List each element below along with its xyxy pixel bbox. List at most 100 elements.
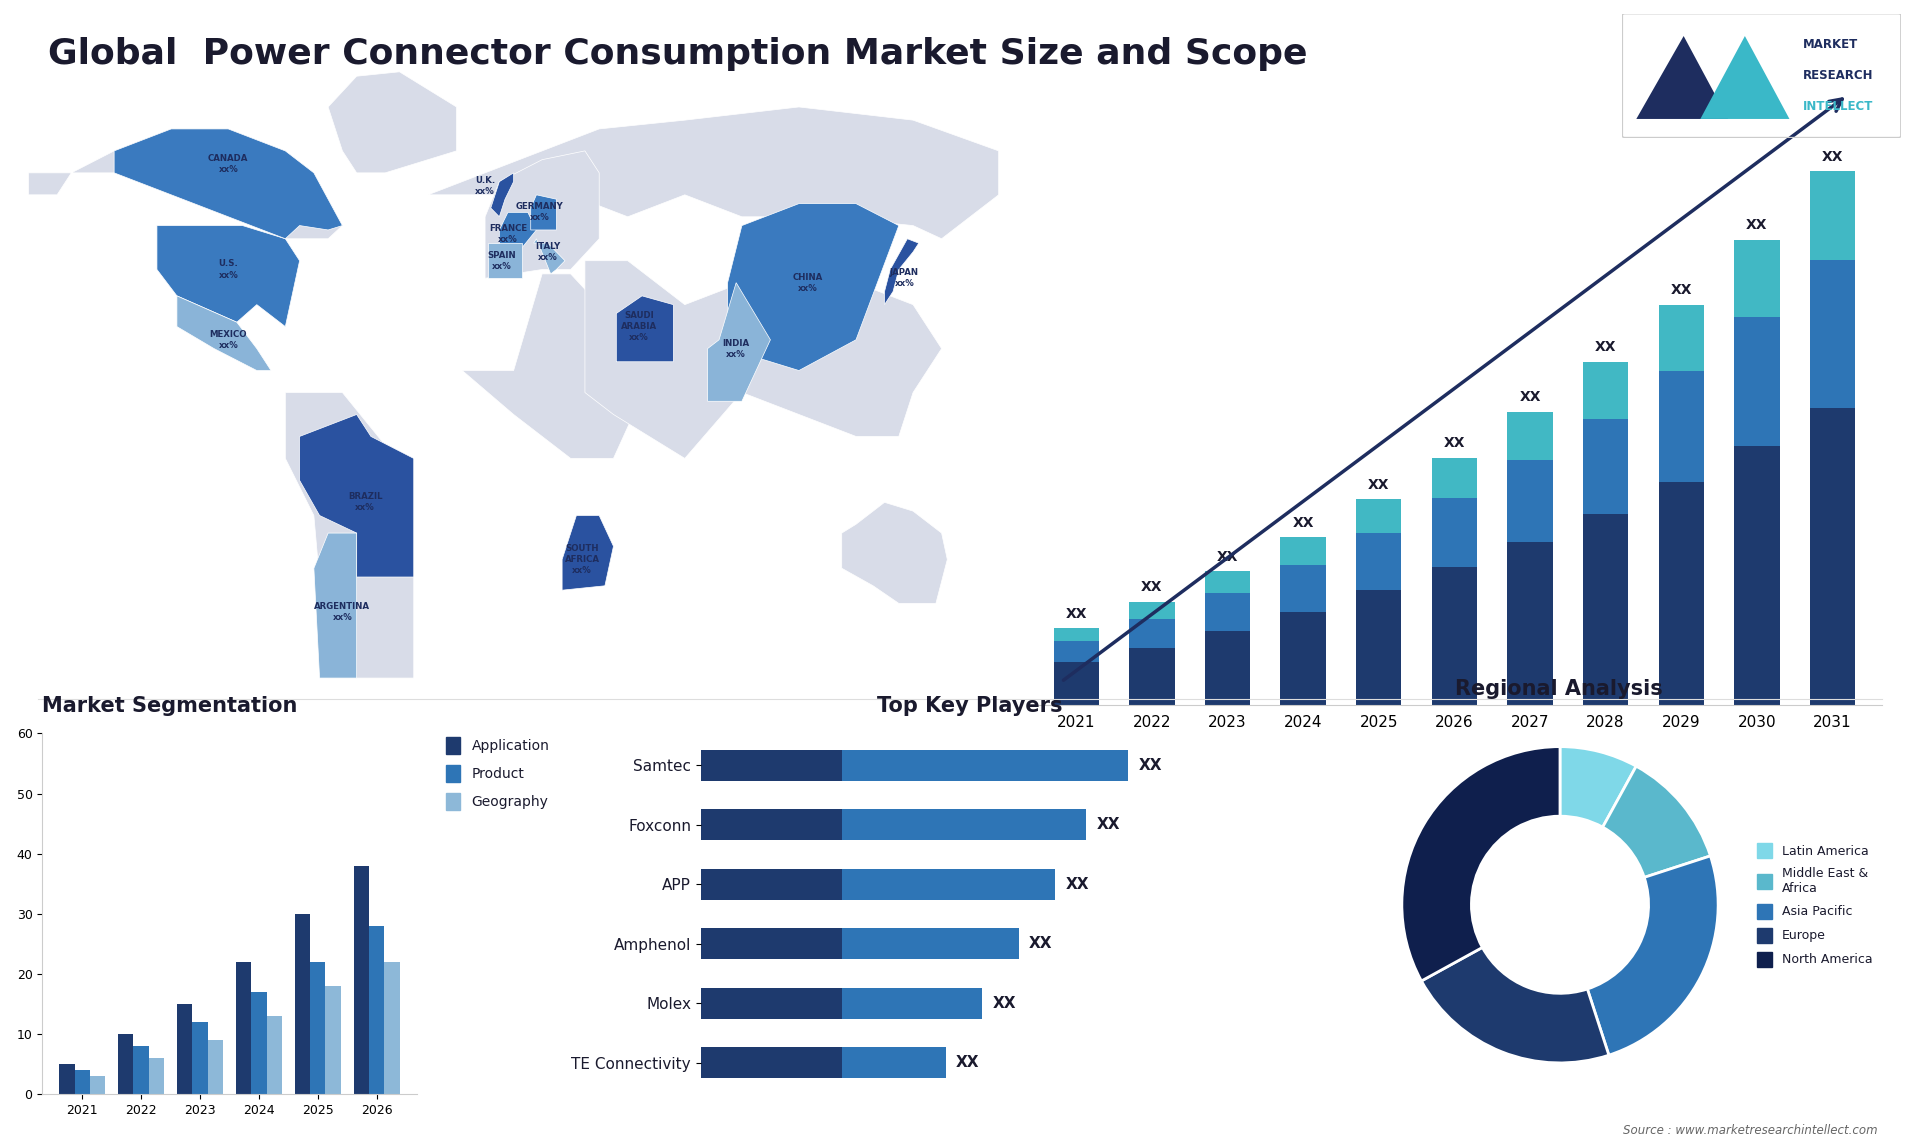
Bar: [701, 749, 1129, 780]
Bar: [1356, 500, 1402, 533]
Bar: [701, 1047, 841, 1078]
Bar: [701, 809, 1087, 840]
Bar: [1811, 259, 1855, 408]
Legend: Latin America, Middle East &
Africa, Asia Pacific, Europe, North America: Latin America, Middle East & Africa, Asi…: [1753, 838, 1878, 972]
Polygon shape: [841, 502, 947, 603]
Bar: [1734, 240, 1780, 316]
Bar: [701, 1047, 947, 1078]
Text: FRANCE
xx%: FRANCE xx%: [490, 225, 526, 244]
Polygon shape: [428, 107, 998, 238]
Text: INDIA
xx%: INDIA xx%: [722, 338, 749, 359]
Polygon shape: [616, 296, 674, 362]
Text: XX: XX: [1217, 550, 1238, 564]
Text: Source : www.marketresearchintellect.com: Source : www.marketresearchintellect.com: [1622, 1124, 1878, 1137]
Bar: [1356, 590, 1402, 705]
Text: XX: XX: [1670, 283, 1692, 297]
Text: XX: XX: [1066, 877, 1089, 892]
Bar: [60, 1065, 75, 1094]
Text: Global  Power Connector Consumption Market Size and Scope: Global Power Connector Consumption Marke…: [48, 37, 1308, 71]
Text: ITALY
xx%: ITALY xx%: [536, 242, 561, 262]
Text: Top Key Players: Top Key Players: [877, 697, 1062, 716]
Bar: [1432, 457, 1476, 499]
Bar: [177, 1004, 192, 1094]
Text: CANADA
xx%: CANADA xx%: [207, 154, 248, 174]
Bar: [75, 1070, 90, 1094]
Bar: [1582, 362, 1628, 418]
Polygon shape: [328, 72, 457, 173]
Polygon shape: [499, 212, 536, 248]
Bar: [90, 1076, 106, 1094]
Bar: [701, 749, 841, 780]
Text: XX: XX: [1139, 758, 1162, 772]
Bar: [324, 986, 340, 1094]
Text: GERMANY
xx%: GERMANY xx%: [515, 203, 563, 222]
Bar: [1129, 647, 1175, 705]
Legend: Application, Product, Geography: Application, Product, Geography: [442, 733, 553, 815]
Bar: [353, 866, 369, 1094]
Bar: [1356, 533, 1402, 590]
Polygon shape: [313, 533, 357, 678]
Text: XX: XX: [1745, 219, 1768, 233]
Bar: [701, 869, 841, 900]
Text: MEXICO
xx%: MEXICO xx%: [209, 330, 248, 350]
Bar: [701, 809, 841, 840]
Bar: [1054, 641, 1098, 662]
Bar: [207, 1041, 223, 1094]
Text: XX: XX: [1292, 516, 1313, 529]
Bar: [1507, 542, 1553, 705]
Polygon shape: [157, 226, 300, 327]
Bar: [369, 926, 384, 1094]
Bar: [1432, 499, 1476, 567]
Text: XX: XX: [1519, 390, 1540, 405]
Bar: [1734, 446, 1780, 705]
Text: SAUDI
ARABIA
xx%: SAUDI ARABIA xx%: [620, 311, 657, 343]
Wedge shape: [1603, 767, 1711, 878]
Wedge shape: [1588, 856, 1718, 1055]
Polygon shape: [300, 415, 413, 576]
Polygon shape: [1701, 36, 1789, 119]
Text: XX: XX: [1596, 340, 1617, 354]
Bar: [1811, 172, 1855, 259]
Bar: [311, 963, 324, 1094]
Wedge shape: [1559, 747, 1636, 827]
Bar: [1582, 513, 1628, 705]
Bar: [134, 1046, 148, 1094]
Polygon shape: [463, 274, 657, 458]
Bar: [1432, 567, 1476, 705]
Wedge shape: [1421, 948, 1609, 1062]
Bar: [1659, 371, 1703, 482]
Bar: [1659, 482, 1703, 705]
Text: RESEARCH: RESEARCH: [1803, 69, 1874, 83]
Bar: [701, 988, 983, 1019]
Text: XX: XX: [1369, 478, 1390, 492]
Polygon shape: [492, 173, 515, 217]
Polygon shape: [286, 392, 413, 678]
Text: CHINA
xx%: CHINA xx%: [793, 273, 822, 292]
Text: JAPAN
xx%: JAPAN xx%: [891, 268, 920, 289]
Bar: [1281, 565, 1327, 612]
Wedge shape: [1402, 747, 1561, 981]
Bar: [1582, 418, 1628, 513]
Text: SPAIN
xx%: SPAIN xx%: [488, 251, 516, 270]
Bar: [119, 1034, 134, 1094]
Bar: [148, 1059, 163, 1094]
Bar: [701, 869, 1056, 900]
Polygon shape: [885, 238, 920, 305]
Bar: [192, 1022, 207, 1094]
Circle shape: [1471, 816, 1649, 994]
Bar: [1734, 316, 1780, 446]
Bar: [701, 928, 1020, 959]
Bar: [1507, 461, 1553, 542]
Bar: [1206, 594, 1250, 630]
Bar: [701, 988, 841, 1019]
Text: U.S.
xx%: U.S. xx%: [219, 259, 238, 280]
Polygon shape: [534, 238, 564, 274]
Text: MARKET: MARKET: [1803, 38, 1859, 52]
Bar: [1129, 602, 1175, 619]
Polygon shape: [586, 260, 941, 458]
Polygon shape: [486, 151, 599, 278]
Polygon shape: [488, 243, 522, 278]
Text: XX: XX: [956, 1055, 979, 1070]
Bar: [1129, 619, 1175, 647]
Text: XX: XX: [1822, 150, 1843, 164]
